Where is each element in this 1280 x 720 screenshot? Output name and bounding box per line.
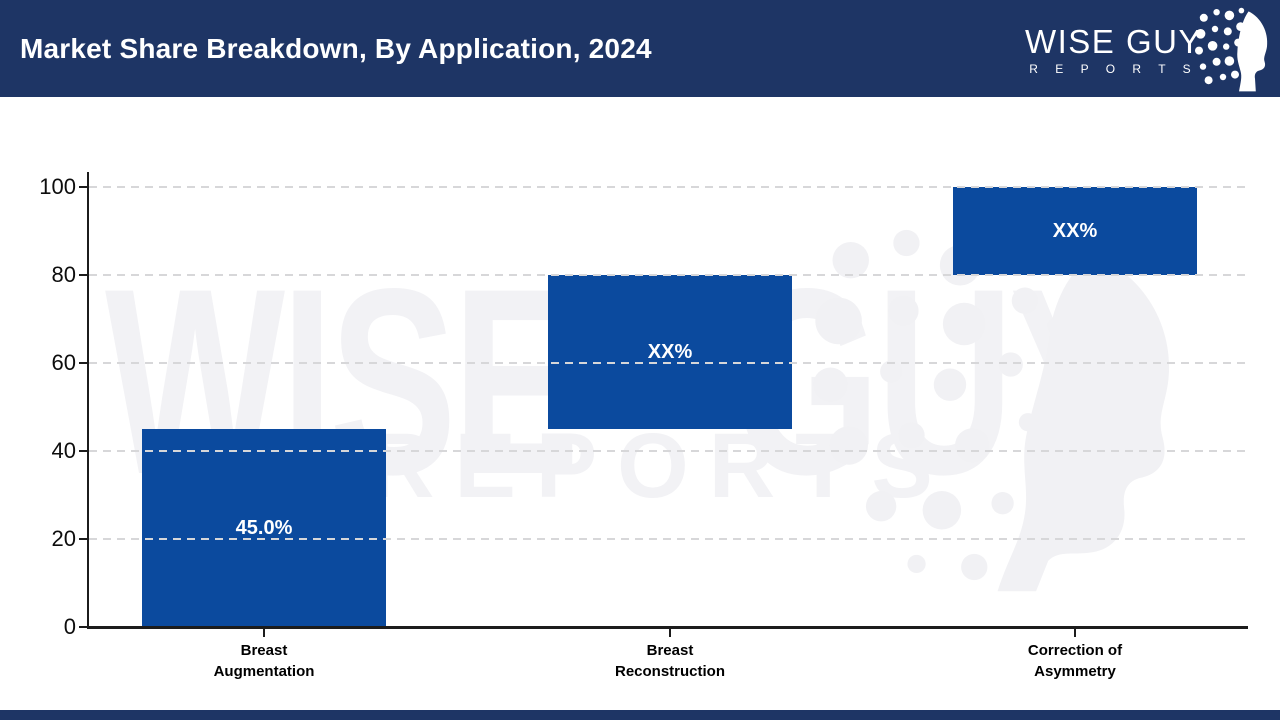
bar-value-label: 45.0% bbox=[235, 516, 293, 539]
y-axis-tick-label: 20 bbox=[51, 526, 76, 551]
gridline bbox=[89, 362, 1248, 364]
x-axis-tick-mark bbox=[1074, 629, 1076, 637]
y-axis-tick-mark bbox=[79, 538, 88, 540]
x-axis-tick-mark bbox=[263, 629, 265, 637]
x-axis-category-label: Correction of Asymmetry bbox=[1027, 642, 1123, 680]
x-axis-category-label: Breast Augmentation bbox=[213, 642, 315, 680]
y-axis-tick-label: 80 bbox=[51, 262, 76, 287]
x-axis-line bbox=[87, 626, 1248, 629]
y-axis-tick-mark bbox=[79, 450, 88, 452]
logo-subtitle: R E P O R T S bbox=[1029, 61, 1198, 76]
header: Market Share Breakdown, By Application, … bbox=[0, 0, 1280, 97]
y-axis-tick-label: 40 bbox=[51, 438, 76, 463]
x-axis-category-label: Breast Reconstruction bbox=[614, 642, 725, 680]
y-axis-tick-mark bbox=[79, 626, 88, 628]
y-axis-line bbox=[87, 172, 89, 629]
chart-title: Market Share Breakdown, By Application, … bbox=[20, 32, 652, 64]
y-axis-tick-label: 0 bbox=[63, 614, 76, 639]
x-axis-tick-mark bbox=[669, 629, 671, 637]
gridline bbox=[89, 450, 1248, 452]
footer-bar bbox=[0, 710, 1280, 720]
gridline bbox=[89, 186, 1248, 188]
bar-segment: XX% bbox=[953, 187, 1197, 275]
bar-value-label: XX% bbox=[647, 340, 693, 363]
wiseguy-logo: WISE GUY R E P O R T S bbox=[1018, 4, 1274, 94]
logo-text: WISE GUY R E P O R T S bbox=[1025, 23, 1202, 76]
y-axis-tick-label: 100 bbox=[39, 174, 76, 199]
y-axis-tick-mark bbox=[79, 274, 88, 276]
y-axis-tick-mark bbox=[79, 362, 88, 364]
y-axis-tick-label: 60 bbox=[51, 350, 76, 375]
y-axis-tick-mark bbox=[79, 186, 88, 188]
gridline bbox=[89, 274, 1248, 276]
logo-wordmark: WISE GUY bbox=[1024, 22, 1202, 60]
bar-value-label: XX% bbox=[1052, 219, 1098, 242]
gridline bbox=[89, 538, 1248, 540]
logo-face-icon bbox=[1195, 7, 1268, 92]
bar-segment: 45.0% bbox=[142, 429, 386, 627]
bar-segment: XX% bbox=[548, 275, 792, 429]
